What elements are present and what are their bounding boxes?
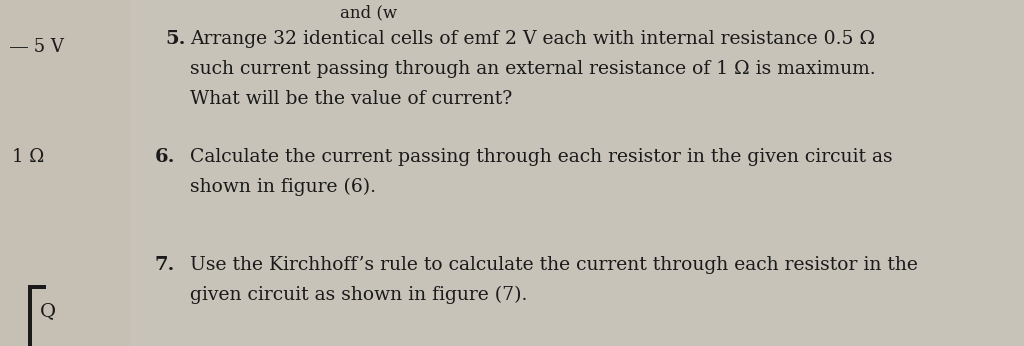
Text: Use the Kirchhoff’s rule to calculate the current through each resistor in the: Use the Kirchhoff’s rule to calculate th… [190,256,918,274]
Text: Calculate the current passing through each resistor in the given circuit as: Calculate the current passing through ea… [190,148,893,166]
Text: 6.: 6. [155,148,175,166]
Text: Q: Q [40,302,56,320]
Text: ― 5 V: ― 5 V [10,38,63,56]
Text: 7.: 7. [155,256,175,274]
Bar [0,0,130,346]
Text: shown in figure (6).: shown in figure (6). [190,178,376,196]
Bar [28,285,32,346]
Text: 1 Ω: 1 Ω [12,148,44,166]
Text: Arrange 32 identical cells of emf 2 V each with internal resistance 0.5 Ω: Arrange 32 identical cells of emf 2 V ea… [190,30,874,48]
Bar [28,285,46,289]
Text: and (w: and (w [340,4,397,21]
Text: 5.: 5. [165,30,185,48]
Text: What will be the value of current?: What will be the value of current? [190,90,512,108]
Text: given circuit as shown in figure (7).: given circuit as shown in figure (7). [190,286,527,304]
Text: such current passing through an external resistance of 1 Ω is maximum.: such current passing through an external… [190,60,876,78]
